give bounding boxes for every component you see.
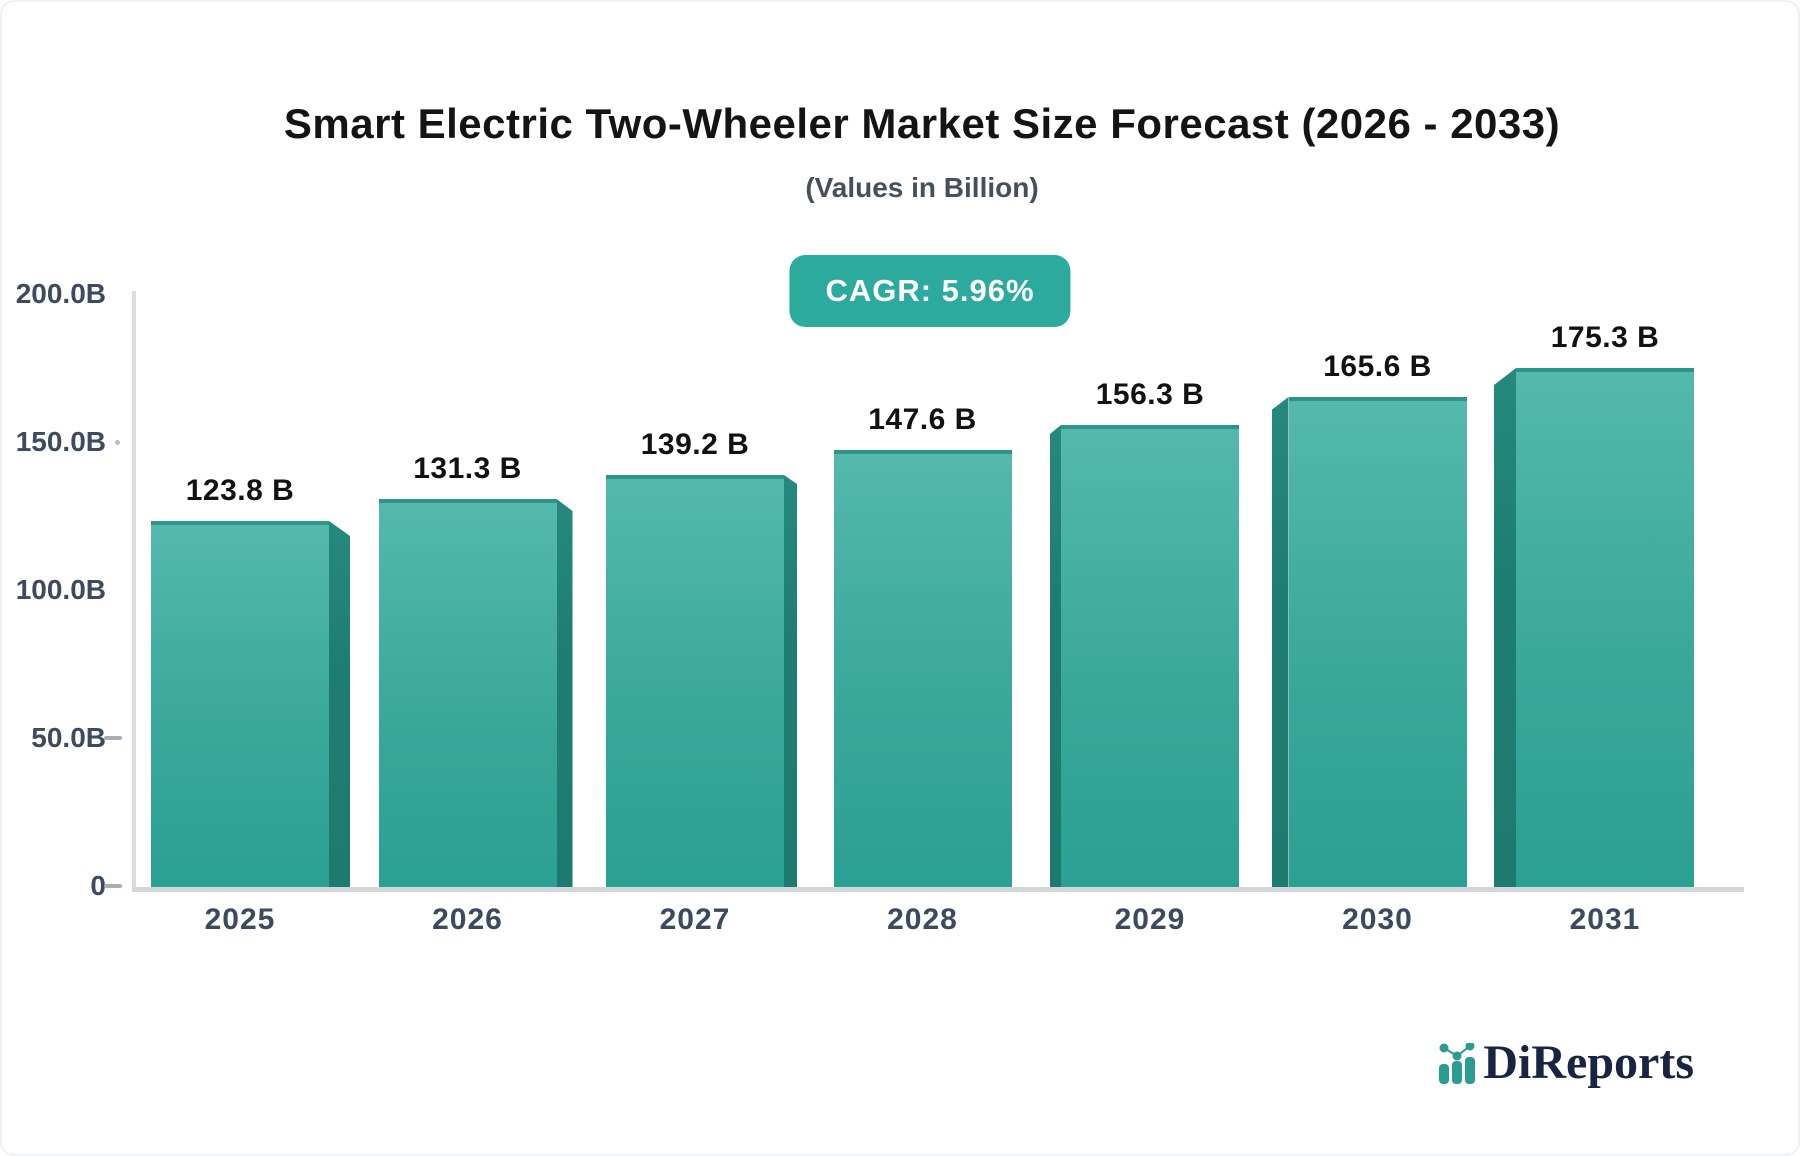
y-axis-tick — [104, 736, 122, 740]
bar-side-3d — [1494, 368, 1516, 888]
bar-value-label: 123.8 B — [185, 474, 295, 507]
bar-value-label: 147.6 B — [868, 403, 977, 436]
y-axis-label: 150.0B — [15, 426, 106, 457]
bar-2028 — [833, 450, 1012, 888]
bar-side-3d — [1050, 425, 1061, 888]
x-axis-label: 2027 — [659, 903, 731, 936]
bar-value-label: 175.3 B — [1550, 321, 1660, 354]
x-axis-label: 2031 — [1569, 903, 1641, 936]
bar-2025 — [151, 521, 329, 888]
x-axis-label: 2028 — [887, 903, 958, 936]
x-axis-label: 2025 — [204, 903, 276, 936]
y-axis-tick — [104, 884, 122, 888]
bar-value-label: 156.3 B — [1095, 378, 1205, 411]
y-axis-label: 0 — [90, 870, 106, 901]
bar-2027 — [606, 475, 784, 888]
x-axis-label: 2029 — [1114, 903, 1186, 936]
bar-side-3d — [329, 521, 350, 888]
chart-subtitle: (Values in Billion) — [805, 172, 1039, 203]
bar-2031 — [1516, 368, 1694, 888]
cagr-badge: CAGR: 5.96% — [789, 255, 1071, 327]
bar-side-3d — [1271, 397, 1289, 888]
direports-logo: DiReports — [1438, 1036, 1694, 1089]
bar-2030 — [1288, 397, 1467, 888]
x-axis-label: 2030 — [1342, 903, 1413, 936]
y-axis-label: 200.0B — [15, 278, 106, 309]
y-axis-line — [132, 291, 136, 892]
bar-side-3d — [784, 475, 797, 888]
bar-value-label: 139.2 B — [640, 428, 750, 461]
chart-title: Smart Electric Two-Wheeler Market Size F… — [283, 100, 1561, 147]
y-axis-label: 50.0B — [31, 722, 106, 753]
direports-logo-icon — [1439, 1043, 1476, 1084]
bar-2026 — [378, 499, 557, 888]
bar-side-3d — [556, 499, 573, 888]
x-axis-baseline — [132, 887, 1744, 892]
direports-logo-text: DiReports — [1483, 1036, 1694, 1089]
x-axis-label: 2026 — [432, 903, 503, 936]
bar-value-label: 131.3 B — [413, 452, 522, 485]
y-axis-label: 100.0B — [15, 574, 106, 605]
bar-value-label: 165.6 B — [1323, 350, 1432, 383]
y-axis-tick — [115, 440, 120, 445]
bar-2029 — [1061, 425, 1239, 888]
